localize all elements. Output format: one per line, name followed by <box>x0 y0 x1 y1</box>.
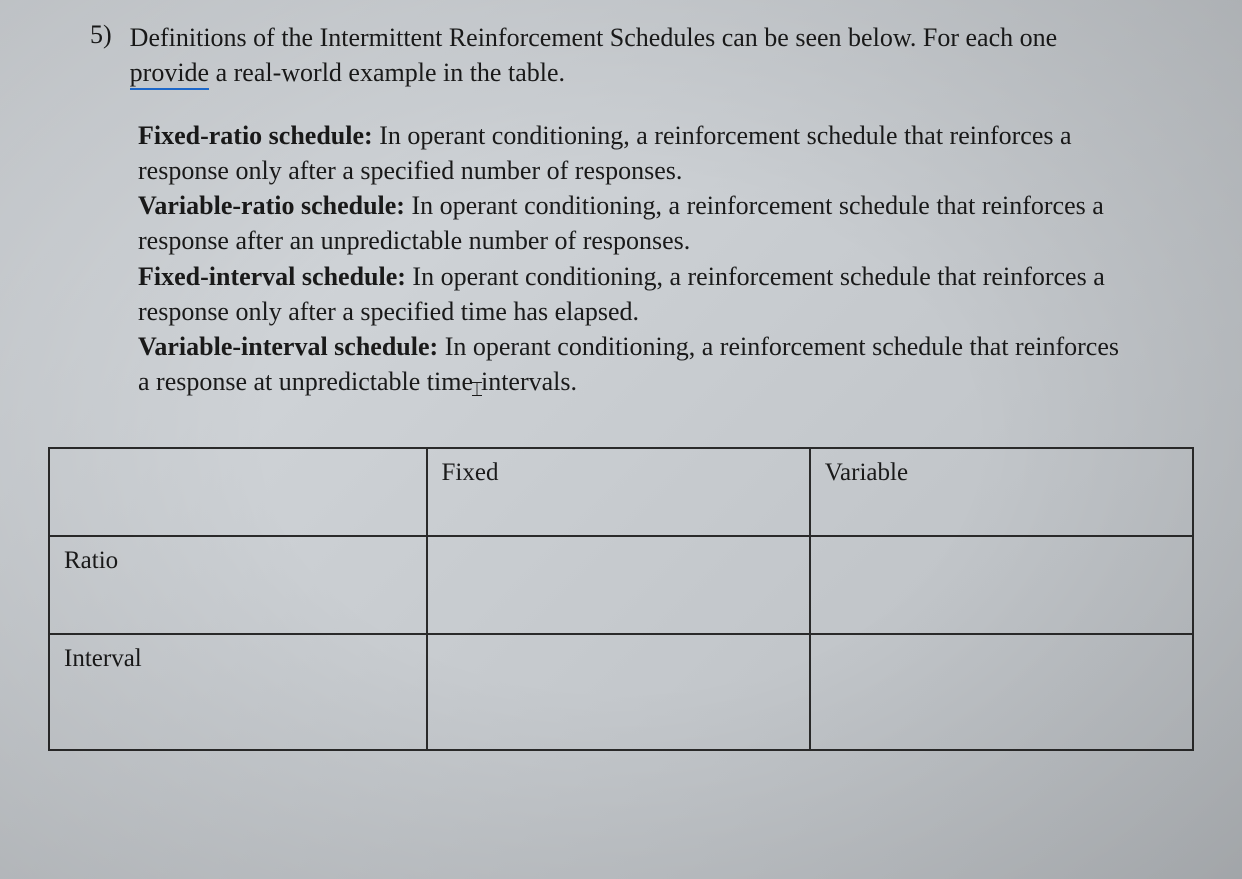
answer-table: Fixed Variable Ratio Interval <box>48 447 1194 751</box>
table-row: Interval <box>49 634 1193 750</box>
table-header-cell-fixed: Fixed <box>427 448 810 536</box>
table-header-row: Fixed Variable <box>49 448 1193 536</box>
definition-item: Fixed-ratio schedule: In operant conditi… <box>138 118 1132 188</box>
question-block: 5) Definitions of the Intermittent Reinf… <box>90 20 1132 90</box>
definition-item: Fixed-interval schedule: In operant cond… <box>138 259 1132 329</box>
definition-body-post: intervals. <box>481 367 577 396</box>
table-row-label-interval: Interval <box>49 634 427 750</box>
definition-term: Variable-ratio schedule: <box>138 191 405 220</box>
text-cursor-icon: ⌶ <box>471 380 483 400</box>
table-header-cell-variable: Variable <box>810 448 1193 536</box>
table-row-label-ratio: Ratio <box>49 536 427 634</box>
question-text: Definitions of the Intermittent Reinforc… <box>130 20 1132 90</box>
definition-item: Variable-interval schedule: In operant c… <box>138 329 1132 399</box>
definition-item: Variable-ratio schedule: In operant cond… <box>138 188 1132 258</box>
question-number: 5) <box>90 20 112 50</box>
question-text-post: a real-world example in the table. <box>209 58 565 87</box>
definition-term: Fixed-ratio schedule: <box>138 121 373 150</box>
table-header-cell-empty <box>49 448 427 536</box>
spellcheck-underline: provide <box>130 58 209 90</box>
table-cell[interactable] <box>427 634 810 750</box>
answer-table-wrap: Fixed Variable Ratio Interval <box>48 447 1194 751</box>
table-cell[interactable] <box>810 634 1193 750</box>
table-row: Ratio <box>49 536 1193 634</box>
question-text-pre: Definitions of the Intermittent Reinforc… <box>130 23 1058 52</box>
table-cell[interactable] <box>427 536 810 634</box>
definition-term: Fixed-interval schedule: <box>138 262 406 291</box>
definitions-block: Fixed-ratio schedule: In operant conditi… <box>138 118 1132 399</box>
table-cell[interactable] <box>810 536 1193 634</box>
document-page: 5) Definitions of the Intermittent Reinf… <box>0 0 1242 771</box>
definition-term: Variable-interval schedule: <box>138 332 438 361</box>
